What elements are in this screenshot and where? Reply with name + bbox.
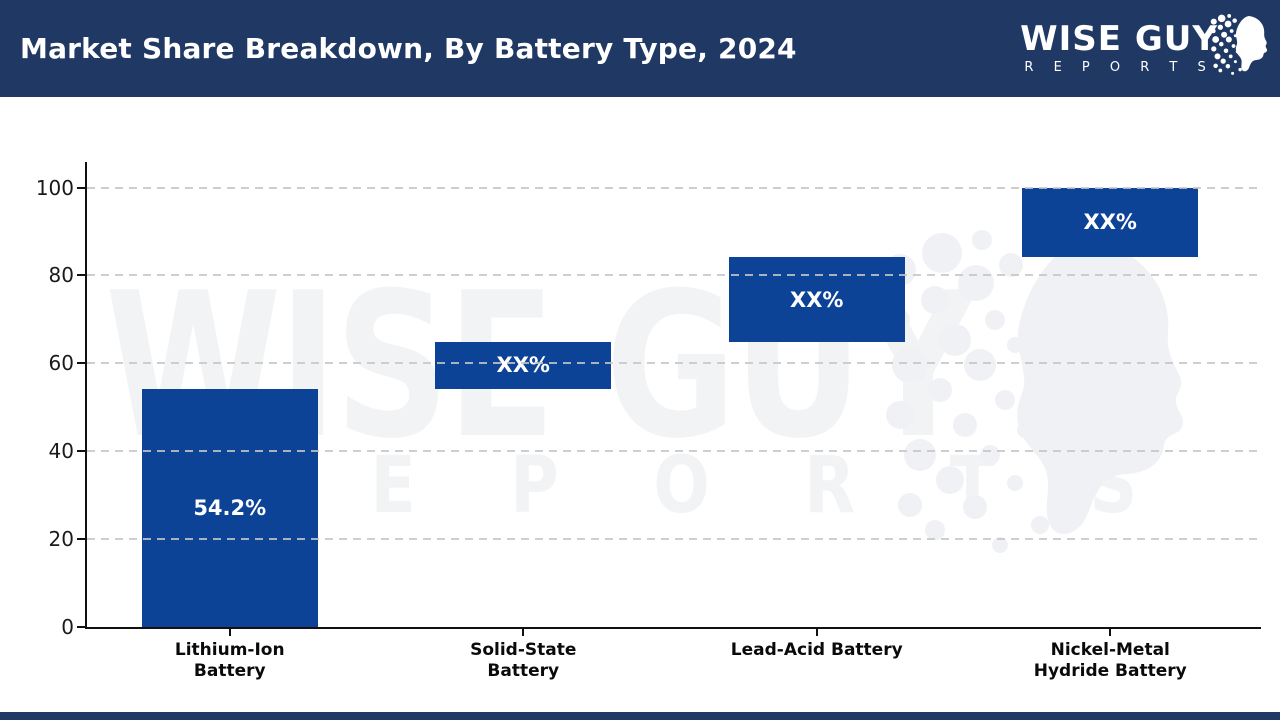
x-tick-mark: [815, 629, 818, 636]
bar-value-label: XX%: [1083, 210, 1137, 235]
bar-value-label: XX%: [496, 353, 550, 378]
header-bar: Market Share Breakdown, By Battery Type,…: [0, 0, 1280, 97]
gridline: [87, 186, 1257, 189]
y-tick-mark: [77, 186, 86, 189]
bar-value-label: 54.2%: [193, 495, 267, 520]
waterfall-bar: XX%: [435, 342, 612, 389]
x-axis-label: Solid-State Battery: [470, 640, 577, 681]
y-tick-label: 40: [48, 439, 74, 464]
y-tick-mark: [77, 538, 86, 541]
watermark-face-icon: [880, 225, 1220, 585]
plot-area: WISE GUY R E P O R T S 0 20 40 60 80 100 54.2%…: [0, 97, 1280, 712]
x-tick-mark: [228, 629, 231, 636]
bar-value-label: XX%: [790, 287, 844, 312]
waterfall-bar: XX%: [1022, 187, 1199, 257]
y-tick-label: 80: [48, 263, 74, 288]
logo-text: WISE GUY R E P O R T S: [1020, 19, 1218, 75]
x-axis-line: [85, 627, 1261, 629]
x-axis-label: Nickel-Metal Hydride Battery: [1033, 640, 1187, 681]
y-tick-mark: [77, 362, 86, 365]
x-axis-label: Lithium-Ion Battery: [174, 640, 285, 681]
logo-subtitle: R E P O R T S: [1024, 60, 1214, 75]
y-tick-mark: [77, 450, 86, 453]
y-tick-label: 100: [35, 175, 74, 200]
waterfall-bar: XX%: [728, 256, 905, 343]
x-tick-mark: [522, 629, 525, 636]
wise-guy-reports-logo: WISE GUY R E P O R T S: [1020, 4, 1274, 90]
y-tick-label: 20: [48, 527, 74, 552]
waterfall-bar: 54.2%: [141, 388, 318, 627]
y-tick-label: 60: [48, 351, 74, 376]
x-tick-mark: [1109, 629, 1112, 636]
chart-title: Market Share Breakdown, By Battery Type,…: [20, 32, 797, 65]
x-axis-label: Lead-Acid Battery: [730, 640, 903, 660]
gridline: [87, 274, 1257, 277]
gridline: [87, 362, 1257, 365]
y-tick-mark: [77, 274, 86, 277]
footer-bar: [0, 712, 1280, 720]
logo-face-icon: [1210, 4, 1274, 90]
gridline: [87, 538, 1257, 541]
y-tick-mark: [77, 626, 86, 628]
gridline: [87, 450, 1257, 453]
y-tick-label: 0: [61, 615, 74, 639]
logo-wordmark: WISE GUY: [1020, 19, 1218, 59]
y-axis-line: [85, 162, 87, 629]
